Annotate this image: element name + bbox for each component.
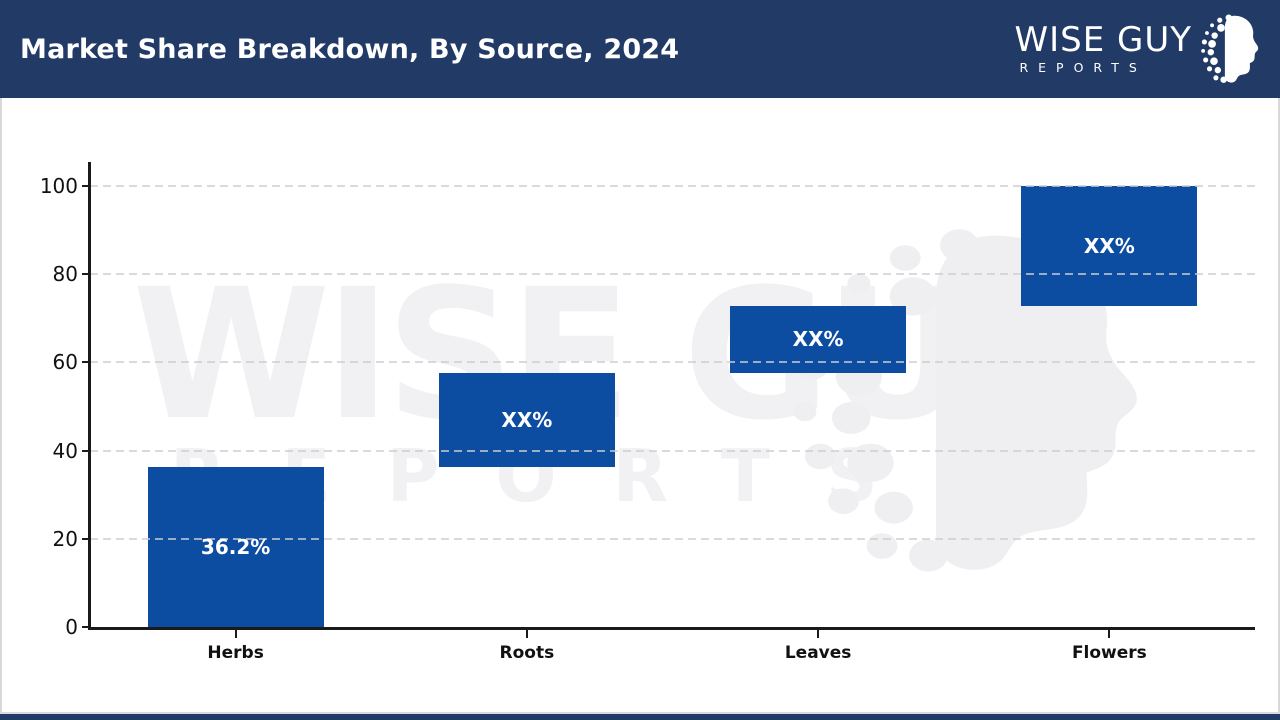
x-axis-line	[88, 627, 1255, 630]
page-title: Market Share Breakdown, By Source, 2024	[20, 33, 680, 65]
y-tick-mark-40	[82, 449, 90, 452]
y-tick-mark-20	[82, 537, 90, 540]
x-category-label-herbs: Herbs	[207, 643, 264, 663]
bar-value-label-herbs: 36.2%	[200, 535, 271, 560]
logo: WISE GUY REPORTS	[1014, 9, 1262, 89]
x-category-label-flowers: Flowers	[1071, 643, 1147, 663]
logo-text: WISE GUY REPORTS	[1014, 19, 1192, 76]
bar-value-label-roots: XX%	[501, 407, 553, 432]
gridline-60	[90, 361, 1255, 364]
y-tick-mark-80	[82, 273, 90, 276]
y-tick-mark-0	[82, 626, 90, 628]
chart-area: WISE GUY REPORTS 0 20 40 60 80 100 36.2% XX% XX…	[0, 98, 1280, 714]
logo-wordmark: WISE GUY	[1014, 19, 1192, 60]
y-tick-label-100: 100	[39, 174, 78, 198]
y-tick-label-40: 40	[52, 438, 78, 463]
x-category-label-roots: Roots	[499, 643, 555, 663]
y-tick-label-0: 0	[65, 615, 78, 639]
x-tick-mark-flowers	[1108, 630, 1111, 638]
bar-value-label-leaves: XX%	[792, 327, 844, 352]
y-axis-line	[88, 162, 91, 630]
gridline-20	[90, 537, 1255, 540]
y-tick-mark-100	[82, 185, 90, 187]
logo-subtitle: REPORTS	[1019, 60, 1147, 76]
y-tick-label-80: 80	[52, 262, 78, 287]
bar-value-label-flowers: XX%	[1083, 234, 1135, 259]
x-category-label-leaves: Leaves	[784, 643, 852, 663]
gridline-100	[90, 185, 1255, 187]
x-tick-mark-leaves	[817, 630, 820, 638]
x-tick-mark-herbs	[234, 630, 237, 638]
footer-bar	[0, 714, 1280, 720]
bar-herbs	[147, 467, 324, 627]
y-tick-label-60: 60	[52, 350, 78, 375]
y-tick-label-20: 20	[52, 526, 78, 551]
y-tick-mark-60	[82, 361, 90, 364]
gridline-40	[90, 449, 1255, 452]
header-bar: Market Share Breakdown, By Source, 2024 …	[0, 0, 1280, 98]
gridline-80	[90, 273, 1255, 276]
dotted-profile-face-icon	[1198, 9, 1262, 89]
x-tick-mark-roots	[525, 630, 528, 638]
